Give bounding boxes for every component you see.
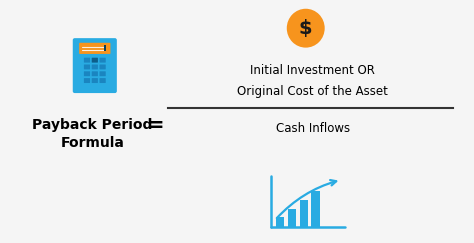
FancyBboxPatch shape (104, 45, 106, 51)
Text: Formula: Formula (61, 136, 124, 150)
FancyBboxPatch shape (100, 64, 106, 69)
Circle shape (287, 9, 325, 48)
Text: Payback Period: Payback Period (32, 118, 153, 132)
FancyBboxPatch shape (73, 38, 117, 93)
Text: $: $ (299, 19, 312, 38)
FancyBboxPatch shape (91, 71, 98, 76)
FancyBboxPatch shape (100, 78, 106, 83)
Text: Cash Inflows: Cash Inflows (276, 122, 350, 135)
FancyBboxPatch shape (91, 64, 98, 69)
FancyBboxPatch shape (84, 58, 90, 63)
Text: Initial Investment OR: Initial Investment OR (250, 64, 375, 77)
FancyBboxPatch shape (300, 200, 308, 227)
FancyBboxPatch shape (100, 58, 106, 63)
FancyBboxPatch shape (276, 217, 284, 227)
FancyBboxPatch shape (311, 191, 320, 227)
FancyBboxPatch shape (84, 78, 90, 83)
Text: =: = (148, 116, 164, 135)
FancyBboxPatch shape (288, 209, 296, 227)
FancyBboxPatch shape (84, 64, 90, 69)
Text: Original Cost of the Asset: Original Cost of the Asset (237, 85, 388, 98)
FancyBboxPatch shape (100, 71, 106, 76)
FancyBboxPatch shape (84, 71, 90, 76)
FancyBboxPatch shape (79, 43, 110, 54)
FancyBboxPatch shape (91, 58, 98, 63)
FancyBboxPatch shape (91, 78, 98, 83)
